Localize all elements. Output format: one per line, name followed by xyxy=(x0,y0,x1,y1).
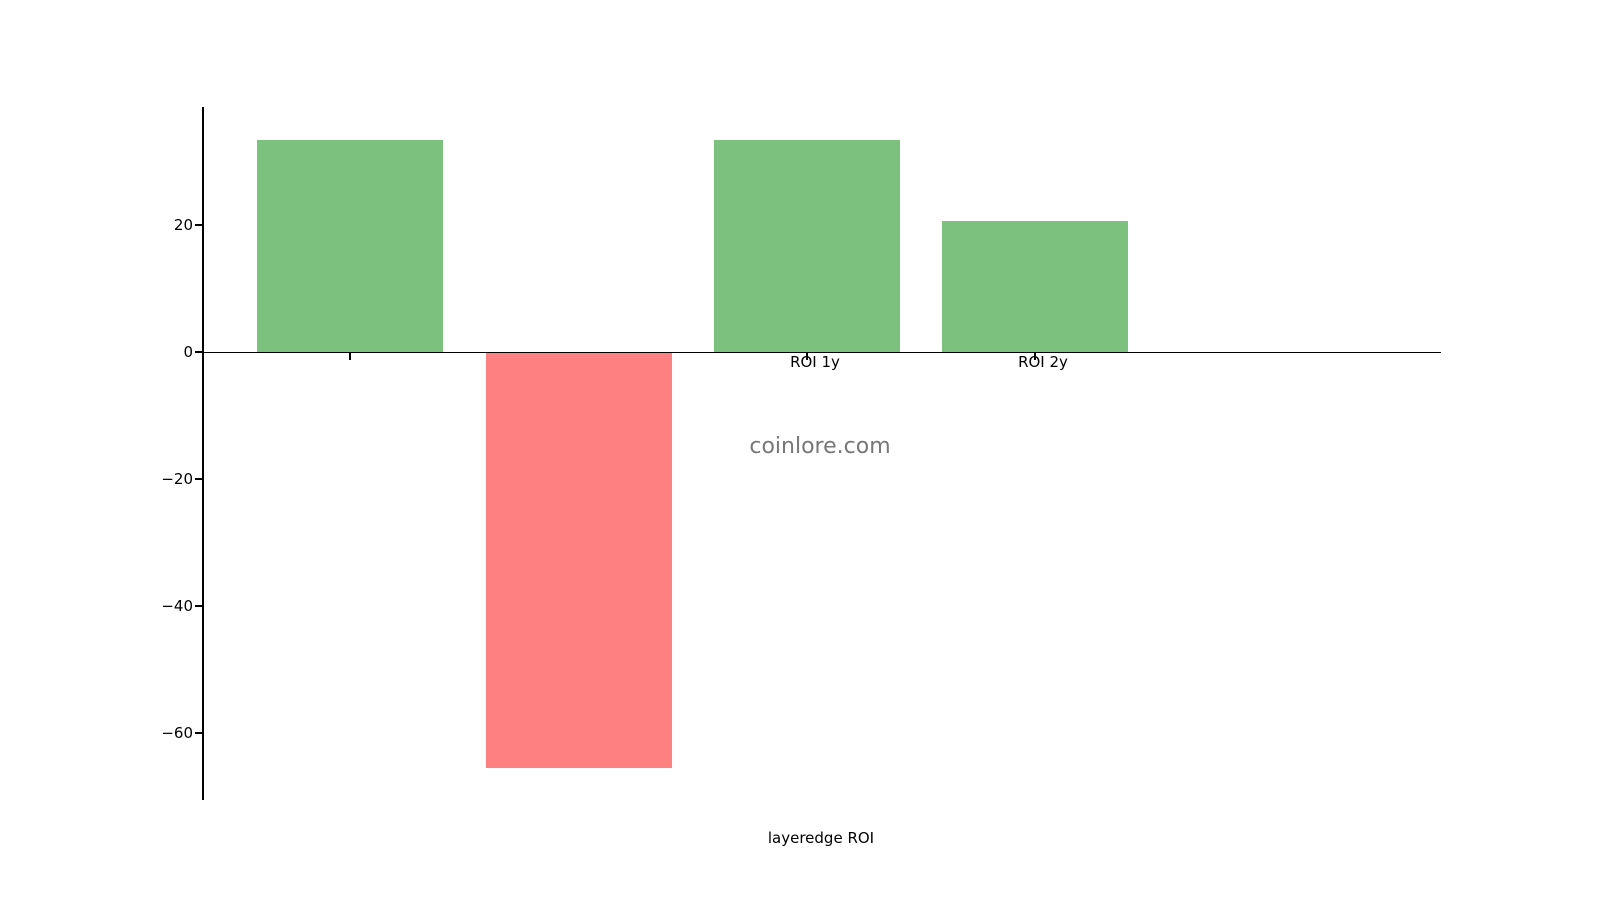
y-tick-label: −40 xyxy=(161,597,193,615)
x-axis-line xyxy=(202,351,1441,353)
x-tick-label: ROI 2y xyxy=(1018,353,1068,371)
x-tick-mark xyxy=(806,352,808,360)
y-tick-mark xyxy=(195,224,202,226)
y-tick-label: −60 xyxy=(161,724,193,742)
x-tick-label: ROI 1y xyxy=(790,353,840,371)
bar-roi-1y xyxy=(714,139,900,352)
y-tick-label: 0 xyxy=(183,343,193,361)
y-tick-label: −20 xyxy=(161,470,193,488)
y-axis-line xyxy=(202,107,204,800)
y-tick-mark xyxy=(195,732,202,734)
y-tick-mark xyxy=(195,605,202,607)
watermark: coinlore.com xyxy=(749,434,891,459)
x-tick-mark xyxy=(1034,352,1036,360)
bar-unlabeled-1 xyxy=(257,139,443,352)
y-tick-mark xyxy=(195,351,202,353)
x-tick-mark xyxy=(349,352,351,360)
y-tick-label: 20 xyxy=(173,216,193,234)
y-tick-mark xyxy=(195,478,202,480)
bar-roi-2y xyxy=(942,220,1128,352)
x-axis-title: layeredge ROI xyxy=(767,829,875,847)
bar-unlabeled-2 xyxy=(486,353,672,768)
